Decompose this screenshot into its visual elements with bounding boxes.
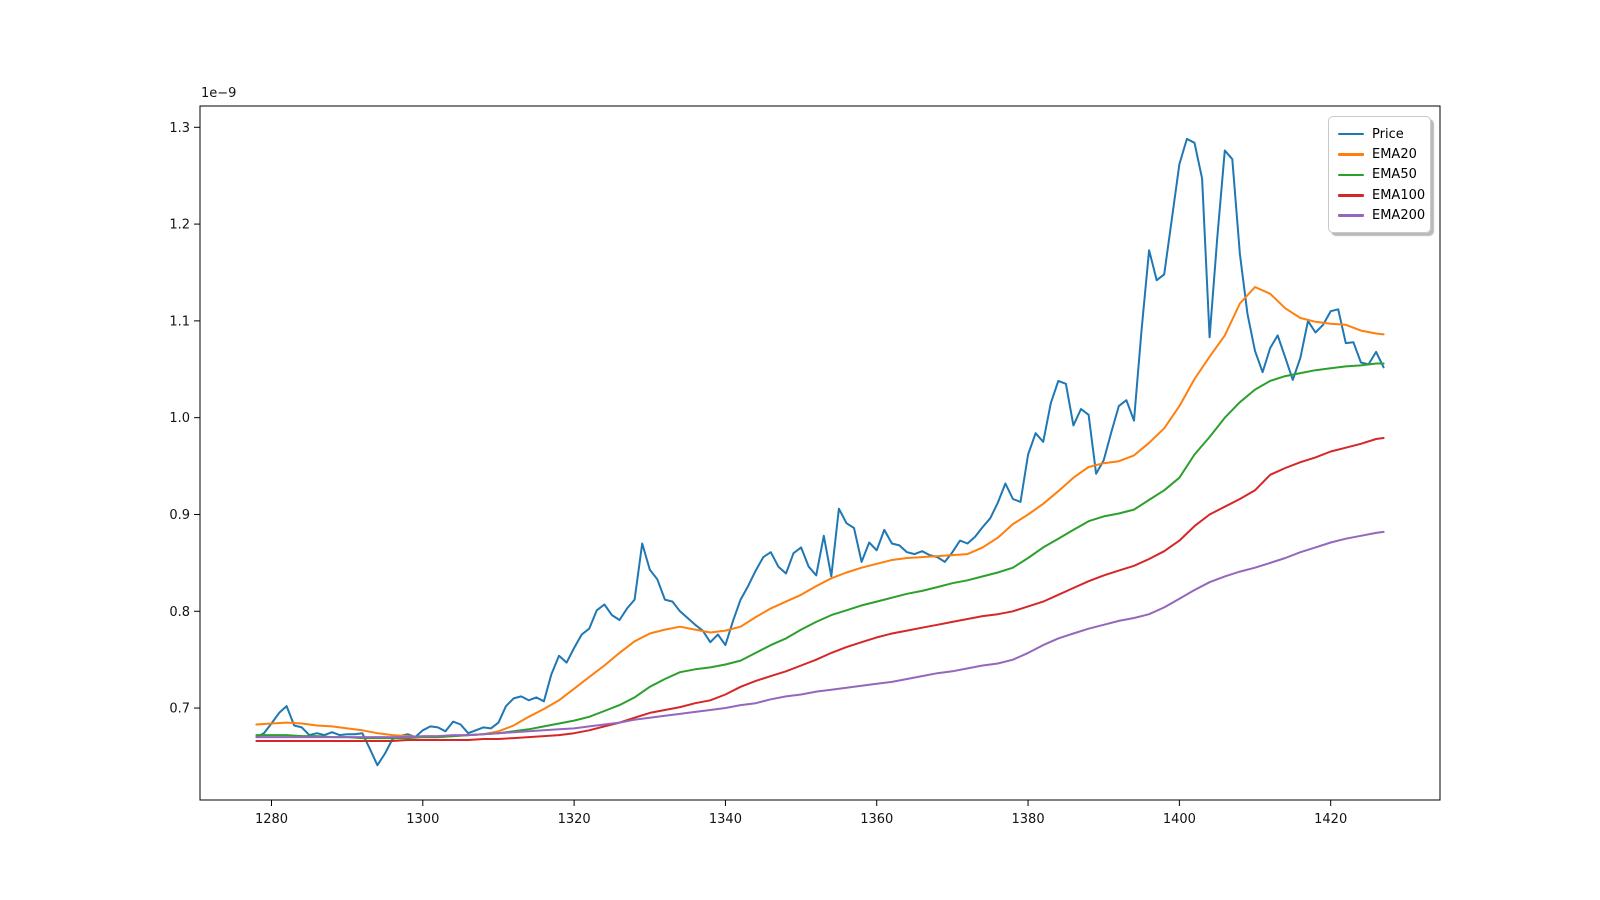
legend-item-price: Price xyxy=(1338,124,1421,144)
legend-label-price: Price xyxy=(1372,126,1404,142)
y-tick-label: 0.7 xyxy=(169,702,190,717)
legend-label-ema50: EMA50 xyxy=(1372,167,1417,183)
y-tick-label: 0.8 xyxy=(169,605,190,620)
x-tick-label: 1400 xyxy=(1163,812,1196,827)
legend-item-ema50: EMA50 xyxy=(1338,165,1421,185)
x-tick-label: 1380 xyxy=(1012,812,1045,827)
legend-item-ema200: EMA200 xyxy=(1338,206,1425,226)
legend-line-sample-ema200 xyxy=(1338,214,1364,218)
legend-label-ema20: EMA20 xyxy=(1372,147,1417,163)
series-line-price xyxy=(255,137,1385,767)
y-tick-label: 0.9 xyxy=(169,508,190,523)
legend-label-ema200: EMA200 xyxy=(1372,208,1426,224)
series-line-ema200 xyxy=(255,530,1385,739)
legend-line-sample-ema50 xyxy=(1338,173,1364,177)
legend-line-sample-ema20 xyxy=(1338,153,1364,156)
legend-line-sample-price xyxy=(1338,132,1364,136)
x-tick-label: 1420 xyxy=(1314,812,1347,827)
y-tick-label: 1.3 xyxy=(169,121,190,136)
axes-frame xyxy=(199,105,1441,801)
y-tick-label: 1.1 xyxy=(169,314,190,329)
legend-label-ema100: EMA100 xyxy=(1372,187,1426,203)
y-tick-label: 1.2 xyxy=(169,218,190,233)
y-axis-offset-label: 1e−9 xyxy=(201,86,236,101)
x-tick-label: 1340 xyxy=(709,812,742,827)
legend-line-sample-ema100 xyxy=(1338,194,1364,197)
x-tick-label: 1320 xyxy=(558,812,591,827)
series-line-ema100 xyxy=(255,437,1385,742)
legend: Price EMA20 EMA50 EMA100 EMA200 xyxy=(1328,116,1431,233)
y-tick-label: 1.0 xyxy=(169,411,190,426)
x-tick-label: 1280 xyxy=(255,812,288,827)
legend-item-ema100: EMA100 xyxy=(1338,185,1425,205)
x-tick-label: 1300 xyxy=(406,812,439,827)
legend-item-ema20: EMA20 xyxy=(1338,144,1421,164)
x-tick-label: 1360 xyxy=(860,812,893,827)
